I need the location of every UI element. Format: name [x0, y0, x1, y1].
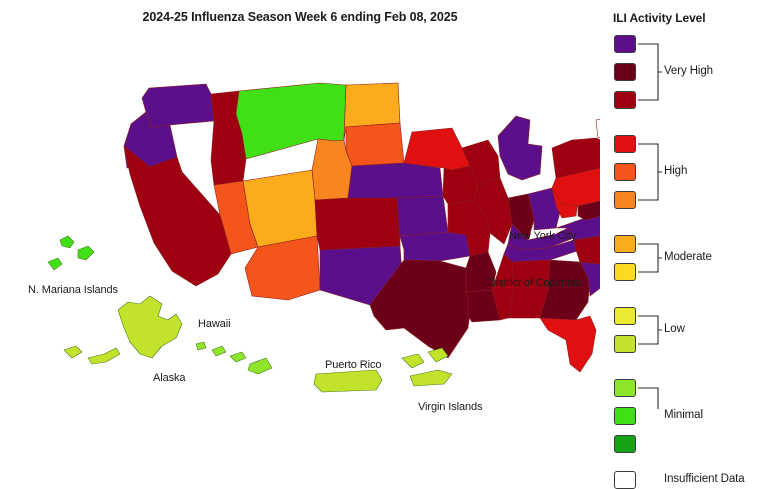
region-ak-part2[interactable]: Alaska: Low — [87, 347, 121, 365]
legend-label-moderate: Moderate — [664, 251, 712, 263]
legend-bracket-very-high — [638, 43, 662, 101]
legend-swatch-insufficient-data[interactable] — [614, 471, 636, 489]
legend-swatch-8[interactable] — [614, 263, 636, 281]
map-label-district-of-columbia: District of Columbia — [488, 277, 582, 289]
legend-swatch-10[interactable] — [614, 335, 636, 353]
legend-label-very-high: Very High — [664, 65, 713, 77]
state-tx[interactable]: Texas: Very High — [369, 259, 473, 359]
region-hi-part2[interactable]: Hawaii: Low — [211, 345, 227, 357]
map-label-puerto-rico: Puerto Rico — [325, 359, 382, 371]
state-il[interactable]: Illinois: Very High — [473, 177, 513, 245]
legend-label-high: High — [664, 165, 688, 177]
region-hi-part3[interactable]: Hawaii: Low — [229, 351, 247, 363]
state-fl[interactable]: Florida: High — [539, 315, 597, 373]
state-sd[interactable]: South Dakota: High — [345, 122, 405, 167]
legend-swatch-13[interactable] — [614, 435, 636, 453]
choropleth-map[interactable]: Washington: Very HighOregon: Very HighId… — [0, 28, 600, 413]
legend-swatch-12[interactable] — [614, 407, 636, 425]
state-md[interactable]: Maryland: Very High — [577, 200, 600, 221]
legend: ILI Activity Level Very High High Moderate… — [608, 0, 760, 489]
legend-bracket-low — [638, 315, 662, 345]
region-hi-part4[interactable]: Hawaii: Low — [247, 357, 273, 375]
state-ny[interactable]: New York: Very High — [551, 137, 600, 179]
map-label-virgin-islands: Virgin Islands — [418, 401, 483, 413]
state-mi[interactable]: Michigan: Very High — [497, 115, 543, 181]
legend-swatch-11[interactable] — [614, 379, 636, 397]
state-va[interactable]: Virginia: Very High — [555, 213, 600, 241]
legend-bracket-moderate — [638, 243, 662, 273]
region-hi[interactable]: Hawaii: Low — [195, 341, 207, 351]
region-mp[interactable]: N. Mariana Islands: Minimal — [59, 235, 75, 249]
legend-swatch-6[interactable] — [614, 191, 636, 209]
legend-label-insufficient-data: Insufficient Data — [664, 473, 745, 485]
legend-swatch-1[interactable] — [614, 35, 636, 53]
state-ut[interactable]: Utah: Moderate — [242, 169, 318, 248]
state-ne[interactable]: Nebraska: Very High — [347, 162, 444, 199]
legend-swatch-2[interactable] — [614, 63, 636, 81]
legend-swatch-3[interactable] — [614, 91, 636, 109]
state-in[interactable]: Indiana: Very High — [507, 193, 535, 241]
state-vt[interactable]: Vermont: Insufficient Data — [595, 118, 600, 139]
map-label-hawaii: Hawaii — [198, 318, 231, 330]
region-vi-part3[interactable]: Virgin Islands: Low — [409, 369, 453, 387]
state-co[interactable]: Colorado: Very High — [314, 197, 401, 251]
legend-bracket-minimal — [638, 387, 659, 409]
region-ak[interactable]: Alaska: Low — [117, 295, 183, 359]
legend-swatch-7[interactable] — [614, 235, 636, 253]
region-ak-part3[interactable]: Alaska: Low — [63, 345, 83, 359]
region-pr[interactable]: Puerto Rico: Low — [313, 369, 383, 393]
region-mp-part3[interactable]: N. Mariana Islands: Minimal — [47, 257, 63, 271]
map-svg: Washington: Very HighOregon: Very HighId… — [47, 82, 600, 393]
legend-swatch-9[interactable] — [614, 307, 636, 325]
map-label-n-mariana-islands: N. Mariana Islands — [28, 284, 118, 296]
state-ok[interactable]: Oklahoma: Very High — [399, 231, 471, 262]
page-title: 2024-25 Influenza Season Week 6 ending F… — [142, 10, 458, 24]
legend-title: ILI Activity Level — [613, 11, 706, 25]
state-nc[interactable]: North Carolina: Very High — [573, 235, 600, 265]
state-ca[interactable]: California: Very High — [123, 145, 232, 287]
region-vi[interactable]: Virgin Islands: Low — [401, 353, 425, 369]
legend-swatch-4[interactable] — [614, 135, 636, 153]
map-label-alaska: Alaska — [153, 372, 186, 384]
map-label-new-york-city: New York City — [509, 230, 577, 242]
legend-swatch-5[interactable] — [614, 163, 636, 181]
region-mp-part2[interactable]: N. Mariana Islands: Minimal — [77, 245, 95, 261]
state-wa[interactable]: Washington: Very High — [141, 83, 215, 128]
region-vi-part2[interactable]: Virgin Islands: Low — [427, 347, 449, 363]
legend-bracket-high — [638, 143, 662, 201]
legend-label-low: Low — [664, 323, 685, 335]
state-mn[interactable]: Minnesota: High — [403, 127, 471, 171]
legend-label-minimal: Minimal — [664, 409, 703, 421]
